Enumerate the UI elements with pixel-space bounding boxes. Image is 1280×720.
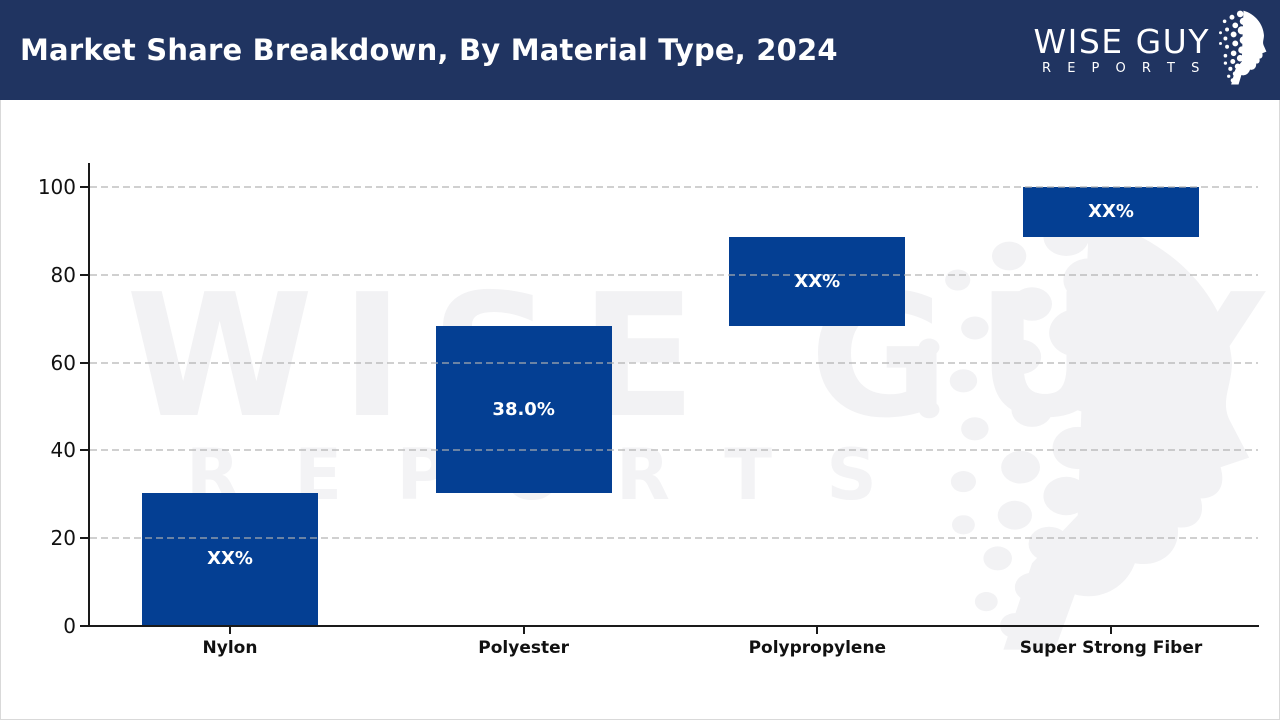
x-tick-label: Nylon — [202, 638, 258, 658]
wiseguy-logo: WISE GUY R E P O R T S — [1033, 9, 1270, 91]
gridline-40 — [90, 449, 1258, 452]
y-tick-label-80: 80 — [50, 262, 76, 287]
gridline-20 — [90, 537, 1258, 540]
bar-segment — [435, 326, 612, 493]
page-title: Market Share Breakdown, By Material Type… — [20, 33, 838, 67]
watermark-head-graphic — [918, 217, 1250, 650]
gridline-60 — [90, 361, 1258, 364]
x-tick-label: Polyester — [478, 638, 570, 658]
x-tick-label: Super Strong Fiber — [1019, 638, 1203, 658]
bar-value-label: XX% — [1088, 201, 1134, 223]
y-tick-0 — [80, 625, 89, 627]
y-tick-20 — [80, 537, 89, 540]
x-tick — [1110, 627, 1112, 634]
bar-segment — [142, 492, 318, 626]
y-tick-label-100: 100 — [37, 175, 76, 199]
header-bar: Market Share Breakdown, By Material Type… — [0, 0, 1280, 100]
logo-reports-label: R E P O R T S — [1042, 61, 1206, 77]
bar-value-label: 38.0% — [492, 398, 555, 420]
x-tick — [522, 627, 525, 634]
x-tick — [816, 627, 819, 634]
y-tick-label-20: 20 — [50, 526, 76, 551]
gridline-100 — [90, 186, 1258, 188]
y-tick-label-40: 40 — [50, 438, 76, 463]
logo-wordmark: WISE GUY — [1033, 21, 1210, 61]
bar-segment — [1023, 187, 1199, 238]
y-tick-40 — [80, 449, 89, 452]
x-tick — [229, 627, 231, 634]
x-tick-label: Polypropylene — [748, 638, 887, 658]
bar-value-label: XX% — [207, 548, 253, 570]
watermark-wiseguy-text: WISE GUY — [126, 258, 1280, 456]
y-tick-label-60: 60 — [50, 350, 76, 375]
logo-text: WISE GUY R E P O R T S — [1033, 21, 1210, 77]
bar-segment — [729, 237, 906, 327]
y-tick-label-0: 0 — [63, 614, 76, 638]
y-tick-100 — [80, 186, 89, 188]
y-tick-60 — [80, 361, 89, 364]
x-axis-line — [88, 625, 1259, 627]
y-tick-80 — [80, 273, 89, 276]
head-profile-icon — [1219, 10, 1267, 85]
gridline-80 — [90, 273, 1258, 276]
bar-value-label: XX% — [794, 270, 841, 292]
y-axis-line — [88, 163, 90, 627]
